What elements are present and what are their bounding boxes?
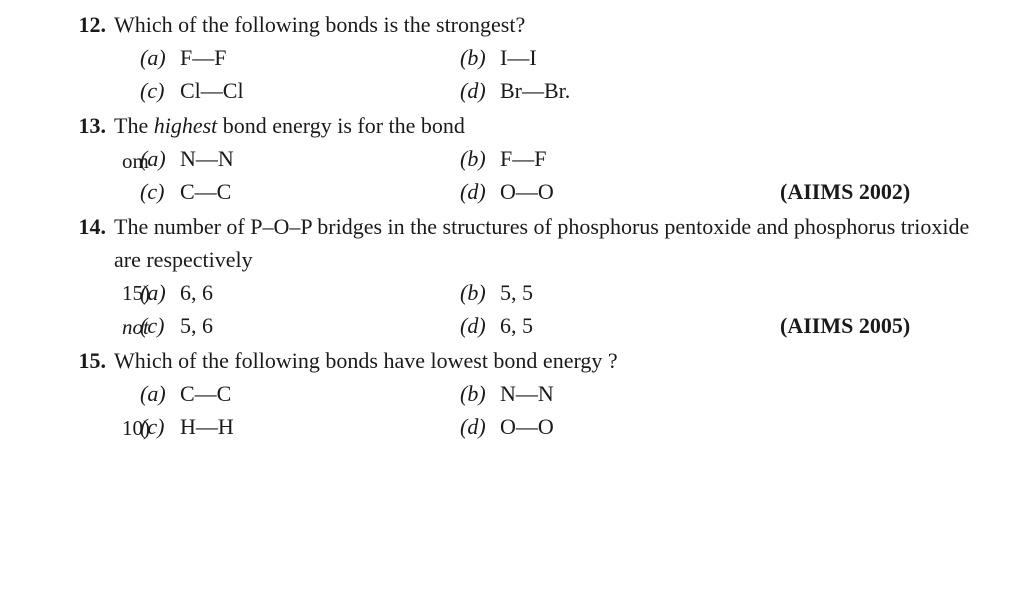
q13-number: 13. (60, 109, 114, 142)
option-value: H—H (180, 410, 234, 443)
q15-option-b: (b) N—N (460, 377, 780, 410)
margin-ref10: 10) (122, 413, 150, 445)
q12-option-c: (c) Cl—Cl (140, 74, 460, 107)
q13-options: om (a) N—N (b) F—F (c) C—C (d) O—O (AIIM… (140, 142, 984, 208)
q13-text: The highest bond energy is for the bond (114, 109, 984, 142)
option-letter: (c) (140, 74, 180, 107)
q15-option-a: (a) C—C (140, 377, 460, 410)
q14-option-c: (c) 5, 6 (140, 309, 460, 342)
option-value: 5, 5 (500, 276, 533, 309)
q12-text: Which of the following bonds is the stro… (114, 8, 984, 41)
option-letter: (b) (460, 377, 500, 410)
q13-option-a: (a) N—N (140, 142, 460, 175)
q14-options: 15) (a) 6, 6 (b) 5, 5 not (c) 5, 6 (d) 6… (140, 276, 984, 342)
q15-option-c: (c) H—H (140, 410, 460, 443)
q14-option-b: (b) 5, 5 (460, 276, 780, 309)
option-value: F—F (500, 142, 546, 175)
option-value: C—C (180, 377, 231, 410)
option-letter: (a) (140, 377, 180, 410)
q15-text: Which of the following bonds have lowest… (114, 344, 984, 377)
q14-option-a: (a) 6, 6 (140, 276, 460, 309)
option-letter: (b) (460, 276, 500, 309)
q13-option-d: (d) O—O (460, 175, 780, 208)
question-15: 15. Which of the following bonds have lo… (60, 344, 984, 377)
q15-option-d: (d) O—O (460, 410, 780, 443)
q13-source: (AIIMS 2002) (780, 175, 984, 208)
q12-option-a: (a) F—F (140, 41, 460, 74)
option-letter: (d) (460, 410, 500, 443)
q12-option-b: (b) I—I (460, 41, 780, 74)
question-13: 13. The highest bond energy is for the b… (60, 109, 984, 142)
margin-om: om (122, 146, 149, 178)
option-value: 5, 6 (180, 309, 213, 342)
page: 12. Which of the following bonds is the … (0, 0, 1024, 449)
q12-option-d: (d) Br—Br. (460, 74, 780, 107)
option-letter: (b) (460, 142, 500, 175)
option-value: Br—Br. (500, 74, 570, 107)
option-value: O—O (500, 410, 554, 443)
margin-not: not (122, 312, 149, 344)
margin-ref15: 15) (122, 278, 150, 310)
option-letter: (b) (460, 41, 500, 74)
q12-options: (a) F—F (b) I—I (c) Cl—Cl (d) Br—Br. (140, 41, 984, 107)
option-value: F—F (180, 41, 226, 74)
option-value: 6, 6 (180, 276, 213, 309)
option-value: C—C (180, 175, 231, 208)
q13-option-b: (b) F—F (460, 142, 780, 175)
option-value: I—I (500, 41, 537, 74)
q13-text-pre: The (114, 113, 154, 138)
option-letter: (d) (460, 175, 500, 208)
option-letter: (c) (140, 175, 180, 208)
q15-options: (a) C—C (b) N—N 10) (c) H—H (d) O—O (140, 377, 984, 443)
option-value: Cl—Cl (180, 74, 244, 107)
option-letter: (a) (140, 41, 180, 74)
q14-option-d: (d) 6, 5 (460, 309, 780, 342)
q15-number: 15. (60, 344, 114, 377)
q13-option-c: (c) C—C (140, 175, 460, 208)
option-value: N—N (500, 377, 554, 410)
q13-text-italic: highest (154, 113, 218, 138)
option-value: N—N (180, 142, 234, 175)
option-letter: (d) (460, 74, 500, 107)
option-value: 6, 5 (500, 309, 533, 342)
question-12: 12. Which of the following bonds is the … (60, 8, 984, 41)
q12-number: 12. (60, 8, 114, 41)
option-letter: (d) (460, 309, 500, 342)
question-14: 14. The number of P–O–P bridges in the s… (60, 210, 984, 276)
q14-number: 14. (60, 210, 114, 243)
q14-text: The number of P–O–P bridges in the struc… (114, 210, 984, 276)
q13-text-post: bond energy is for the bond (217, 113, 465, 138)
q14-source: (AIIMS 2005) (780, 309, 984, 342)
option-value: O—O (500, 175, 554, 208)
